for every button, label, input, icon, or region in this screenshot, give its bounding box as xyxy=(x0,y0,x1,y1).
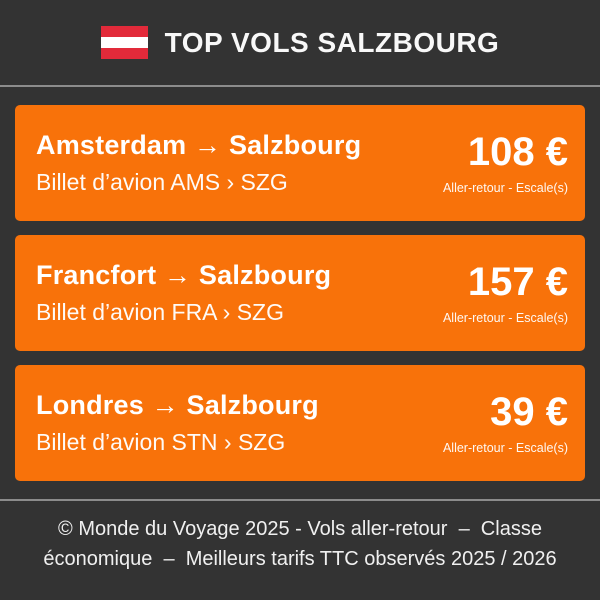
deal-card-londres[interactable]: Londres → Salzbourg Billet d’avion STN ›… xyxy=(15,365,585,481)
deal-price: 108 € xyxy=(467,129,568,174)
deal-info: Francfort → Salzbourg Billet d’avion FRA… xyxy=(36,260,331,326)
deal-route: Londres → Salzbourg xyxy=(36,390,319,420)
footer-line-2: économique – Meilleurs tarifs TTC observ… xyxy=(43,548,557,570)
header: TOP VOLS SALZBOURG xyxy=(0,0,600,85)
footer-divider xyxy=(0,499,600,501)
deal-route: Amsterdam → Salzbourg xyxy=(36,130,362,160)
flag-stripe-red-bottom xyxy=(100,48,148,59)
deal-subtitle: Billet d’avion AMS › SZG xyxy=(36,169,288,195)
austria-flag-icon xyxy=(100,26,148,59)
deal-subtitle: Billet d’avion STN › SZG xyxy=(36,429,286,455)
flag-stripe-red-top xyxy=(100,26,148,37)
footer: © Monde du Voyage 2025 - Vols aller-reto… xyxy=(0,501,600,574)
footer-line-1: © Monde du Voyage 2025 - Vols aller-reto… xyxy=(58,518,542,540)
deal-route: Francfort → Salzbourg xyxy=(36,260,332,290)
deal-price-block: 157 € Aller-retour - Escale(s) xyxy=(443,262,568,325)
deal-subtitle: Billet d’avion FRA › SZG xyxy=(36,299,284,325)
deal-price-note: Aller-retour - Escale(s) xyxy=(442,440,568,455)
footer-text: © Monde du Voyage 2025 - Vols aller-reto… xyxy=(18,514,582,574)
deal-info: Londres → Salzbourg Billet d’avion STN ›… xyxy=(36,390,319,456)
deal-price-block: 39 € Aller-retour - Escale(s) xyxy=(443,392,568,455)
deals-list: Amsterdam → Salzbourg Billet d’avion AMS… xyxy=(0,87,600,499)
deal-card-amsterdam[interactable]: Amsterdam → Salzbourg Billet d’avion AMS… xyxy=(15,105,585,221)
page-title: TOP VOLS SALZBOURG xyxy=(164,26,500,58)
deal-card-francfort[interactable]: Francfort → Salzbourg Billet d’avion FRA… xyxy=(15,235,585,351)
deal-info: Amsterdam → Salzbourg Billet d’avion AMS… xyxy=(36,130,361,196)
deal-price-note: Aller-retour - Escale(s) xyxy=(442,180,568,195)
header-divider xyxy=(0,85,600,87)
flag-stripe-white xyxy=(100,37,148,48)
deal-price-block: 108 € Aller-retour - Escale(s) xyxy=(443,132,568,195)
deal-price: 157 € xyxy=(467,259,568,304)
deal-price: 39 € xyxy=(490,389,568,434)
deal-price-note: Aller-retour - Escale(s) xyxy=(442,310,568,325)
